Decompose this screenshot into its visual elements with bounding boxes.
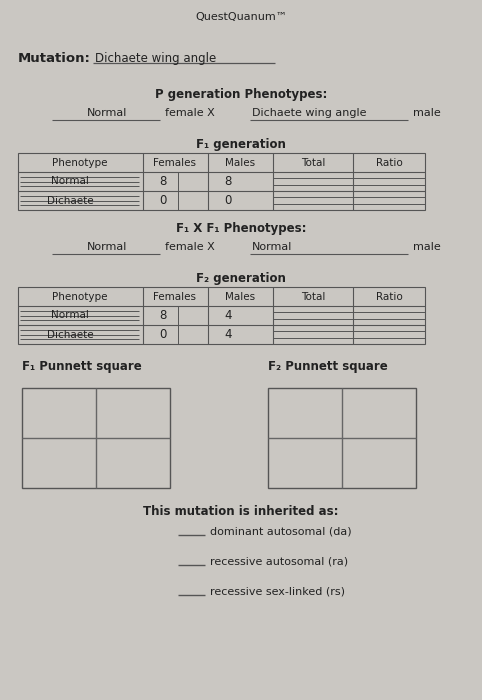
Text: This mutation is inherited as:: This mutation is inherited as: [143,505,339,518]
Text: Dichaete: Dichaete [47,330,94,340]
Text: recessive sex-linked (rs): recessive sex-linked (rs) [210,587,345,597]
Text: female X: female X [165,108,215,118]
Text: F₁ generation: F₁ generation [196,138,286,151]
Text: Females: Females [153,291,197,302]
Text: 4: 4 [224,328,232,341]
Text: Dichaete wing angle: Dichaete wing angle [95,52,216,65]
Text: male: male [413,242,441,252]
Text: 8: 8 [160,175,167,188]
Text: female X: female X [165,242,215,252]
Text: Normal: Normal [252,242,293,252]
Bar [22,388,170,488]
Text: F₂ generation: F₂ generation [196,272,286,285]
Text: Males: Males [225,158,255,167]
Text: Dichaete wing angle: Dichaete wing angle [252,108,366,118]
Text: Ratio: Ratio [375,291,402,302]
Text: 4: 4 [224,309,232,322]
Bar [18,153,425,210]
Text: Mutation:: Mutation: [18,52,91,65]
Text: Normal: Normal [87,108,127,118]
Text: Dichaete: Dichaete [47,195,94,206]
Text: 0: 0 [160,328,167,341]
Text: Normal: Normal [51,176,89,186]
Text: Total: Total [301,158,325,167]
Text: 0: 0 [160,194,167,207]
Text: F₁ Punnett square: F₁ Punnett square [22,360,142,373]
Text: dominant autosomal (da): dominant autosomal (da) [210,527,352,537]
Text: Normal: Normal [51,311,89,321]
Text: F₂ Punnett square: F₂ Punnett square [268,360,388,373]
Text: recessive autosomal (ra): recessive autosomal (ra) [210,557,348,567]
Text: Phenotype: Phenotype [52,158,108,167]
Text: QuestQuanum™: QuestQuanum™ [195,12,287,22]
Bar [18,287,425,344]
Text: Total: Total [301,291,325,302]
Bar [268,388,416,488]
Text: Males: Males [225,291,255,302]
Text: male: male [413,108,441,118]
Text: Females: Females [153,158,197,167]
Text: 0: 0 [224,194,232,207]
Text: Phenotype: Phenotype [52,291,108,302]
Text: Normal: Normal [87,242,127,252]
Text: 8: 8 [160,309,167,322]
Text: 8: 8 [224,175,232,188]
Text: P generation Phenotypes:: P generation Phenotypes: [155,88,327,101]
Text: Ratio: Ratio [375,158,402,167]
Text: F₁ X F₁ Phenotypes:: F₁ X F₁ Phenotypes: [176,222,306,235]
